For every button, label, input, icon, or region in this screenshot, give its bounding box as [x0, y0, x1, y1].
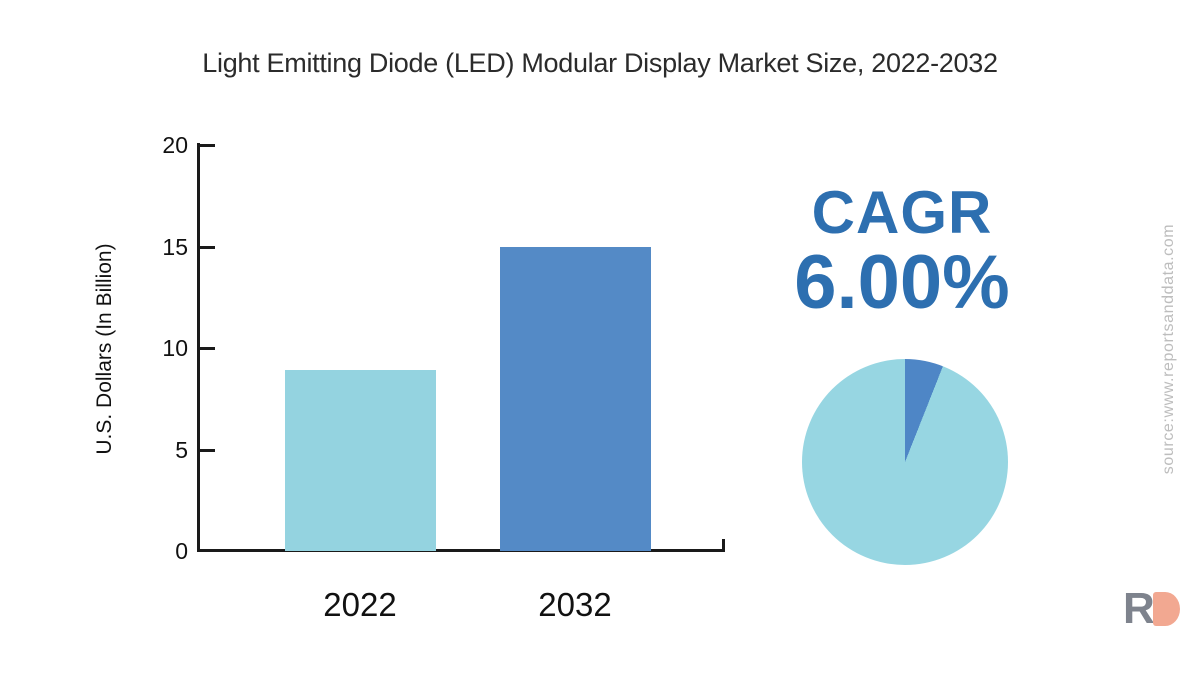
y-axis-line: [197, 143, 200, 551]
cagr-pie-chart: [802, 359, 1008, 565]
source-attribution: source:www.reportsanddata.com: [1160, 223, 1177, 475]
cagr-value: 6.00%: [794, 240, 1010, 325]
ytick-label: 20: [162, 132, 188, 158]
ytick-mark: [200, 448, 215, 452]
ytick-label: 5: [175, 436, 188, 463]
logo-letter-r: R: [1123, 584, 1155, 633]
xtick-label-2022: 2022: [323, 586, 397, 623]
ytick-label: 15: [162, 233, 188, 260]
xtick-label-2032: 2032: [538, 586, 612, 623]
chart-title: Light Emitting Diode (LED) Modular Displ…: [202, 48, 998, 78]
bar-2022: [284, 370, 436, 551]
bar-2032: [499, 246, 651, 551]
ytick-mark: [200, 347, 215, 350]
ytick-label: 0: [175, 538, 188, 564]
ytick-label: 10: [162, 335, 188, 361]
ytick-mark: [200, 245, 215, 249]
cagr-label: CAGR: [811, 179, 993, 246]
cagr-callout: CAGR 6.00%: [752, 182, 1052, 322]
logo-d-icon: [1152, 592, 1180, 626]
x-axis-end-tick: [722, 539, 725, 550]
ytick-mark: [200, 144, 215, 147]
x-axis-line: [197, 549, 725, 552]
reports-and-data-logo: R: [1123, 584, 1180, 633]
y-axis-label: U.S. Dollars (In Billion): [93, 243, 116, 455]
